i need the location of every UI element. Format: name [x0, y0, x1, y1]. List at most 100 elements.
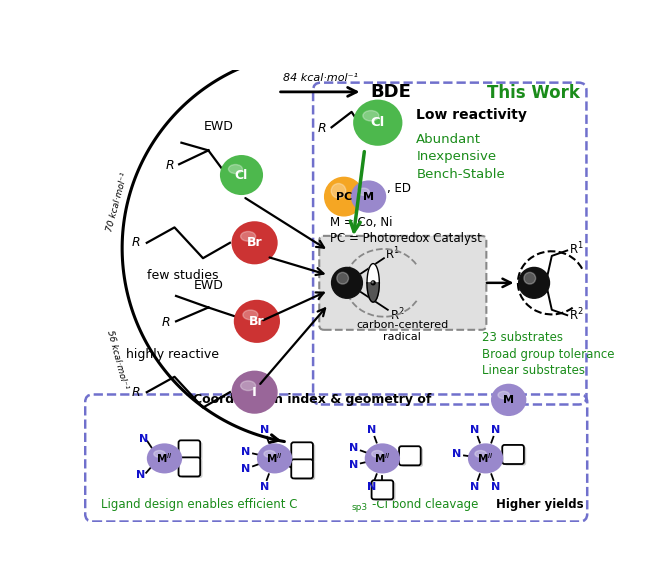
- Text: N: N: [452, 449, 461, 459]
- Ellipse shape: [241, 381, 256, 390]
- Text: 23 substrates: 23 substrates: [483, 331, 564, 343]
- Ellipse shape: [351, 180, 386, 213]
- Text: Br: Br: [247, 236, 262, 249]
- Circle shape: [325, 178, 363, 216]
- Text: N: N: [491, 425, 501, 435]
- FancyBboxPatch shape: [504, 447, 526, 465]
- Text: This Work: This Work: [487, 84, 581, 102]
- Ellipse shape: [241, 231, 256, 241]
- Text: BDE: BDE: [370, 83, 411, 101]
- Text: N: N: [349, 443, 358, 453]
- Text: 56 kcal·mol⁻¹: 56 kcal·mol⁻¹: [105, 329, 130, 390]
- Ellipse shape: [228, 165, 243, 173]
- Text: R$^2$: R$^2$: [390, 307, 405, 323]
- Text: Br: Br: [249, 315, 265, 328]
- Text: EWD: EWD: [203, 121, 234, 134]
- Ellipse shape: [498, 391, 510, 398]
- FancyBboxPatch shape: [181, 442, 203, 461]
- Ellipse shape: [353, 100, 402, 146]
- Circle shape: [331, 267, 362, 298]
- Ellipse shape: [147, 444, 182, 473]
- Text: Ligand design enables efficient C: Ligand design enables efficient C: [100, 498, 297, 511]
- FancyBboxPatch shape: [371, 481, 393, 499]
- Circle shape: [331, 183, 346, 198]
- Text: Higher yields: Higher yields: [495, 498, 583, 511]
- Text: N: N: [260, 425, 269, 435]
- Text: N: N: [260, 482, 269, 492]
- Text: N: N: [491, 482, 501, 492]
- Ellipse shape: [491, 384, 526, 416]
- Circle shape: [337, 272, 348, 284]
- Text: Coordination index & geometry of: Coordination index & geometry of: [193, 393, 432, 406]
- FancyBboxPatch shape: [294, 444, 316, 463]
- Circle shape: [519, 267, 550, 298]
- Text: , ED: , ED: [387, 182, 411, 195]
- FancyBboxPatch shape: [178, 457, 200, 476]
- Circle shape: [524, 272, 536, 284]
- Ellipse shape: [232, 370, 277, 414]
- Text: N: N: [470, 482, 480, 492]
- Text: Cl: Cl: [371, 116, 385, 129]
- Polygon shape: [367, 283, 379, 302]
- Text: N: N: [470, 425, 480, 435]
- Text: N: N: [367, 482, 377, 492]
- Text: M = Co, Ni: M = Co, Ni: [330, 216, 392, 229]
- Text: R: R: [162, 316, 171, 329]
- FancyBboxPatch shape: [319, 236, 486, 330]
- Text: PC = Photoredox Catalyst: PC = Photoredox Catalyst: [330, 232, 482, 245]
- Ellipse shape: [365, 444, 400, 473]
- FancyBboxPatch shape: [399, 447, 420, 465]
- Text: 70 kcal·mol⁻¹: 70 kcal·mol⁻¹: [105, 172, 130, 233]
- Text: sp3: sp3: [352, 503, 368, 512]
- Text: M$^{II}$: M$^{II}$: [478, 451, 494, 465]
- FancyBboxPatch shape: [178, 440, 200, 459]
- Text: carbon-centered
radical: carbon-centered radical: [356, 320, 449, 342]
- Ellipse shape: [257, 444, 293, 473]
- Text: I: I: [252, 386, 257, 398]
- Text: R: R: [132, 386, 140, 398]
- FancyBboxPatch shape: [291, 442, 313, 461]
- Ellipse shape: [154, 451, 165, 457]
- FancyBboxPatch shape: [294, 461, 316, 480]
- Text: EWD: EWD: [194, 279, 223, 292]
- Text: N: N: [139, 434, 148, 444]
- Text: R: R: [132, 236, 140, 249]
- Text: M$^{II}$: M$^{II}$: [156, 451, 173, 465]
- FancyBboxPatch shape: [502, 445, 524, 464]
- Ellipse shape: [264, 451, 276, 457]
- Text: Inexpensive: Inexpensive: [417, 151, 497, 163]
- Text: R$^1$: R$^1$: [386, 246, 400, 262]
- Text: PC: PC: [336, 192, 352, 202]
- Text: Low reactivity: Low reactivity: [417, 108, 527, 122]
- Text: R$^1$: R$^1$: [569, 241, 583, 257]
- Text: N: N: [241, 464, 251, 474]
- Ellipse shape: [372, 451, 383, 457]
- Text: N: N: [367, 425, 377, 435]
- Ellipse shape: [363, 111, 379, 121]
- Text: 84 kcal·mol⁻¹: 84 kcal·mol⁻¹: [283, 73, 358, 83]
- Text: M$^{II}$: M$^{II}$: [266, 451, 283, 465]
- Text: Cl: Cl: [235, 169, 248, 182]
- Ellipse shape: [475, 451, 486, 457]
- Ellipse shape: [234, 300, 280, 343]
- Text: M: M: [363, 192, 374, 202]
- Text: M: M: [503, 395, 514, 405]
- Ellipse shape: [358, 188, 369, 195]
- Text: R$^2$: R$^2$: [569, 307, 583, 323]
- Ellipse shape: [468, 444, 503, 473]
- Circle shape: [371, 281, 375, 285]
- Ellipse shape: [232, 222, 277, 264]
- Text: R: R: [318, 122, 327, 135]
- FancyBboxPatch shape: [181, 459, 203, 478]
- Ellipse shape: [243, 310, 258, 320]
- Text: Bench-Stable: Bench-Stable: [417, 168, 505, 181]
- FancyBboxPatch shape: [291, 459, 313, 478]
- Text: N: N: [349, 460, 358, 470]
- Text: Linear substrates: Linear substrates: [483, 364, 586, 377]
- Text: few studies: few studies: [147, 269, 218, 282]
- FancyBboxPatch shape: [374, 482, 396, 501]
- Polygon shape: [367, 264, 379, 283]
- Circle shape: [372, 281, 373, 283]
- Text: N: N: [136, 471, 146, 481]
- FancyBboxPatch shape: [401, 448, 423, 467]
